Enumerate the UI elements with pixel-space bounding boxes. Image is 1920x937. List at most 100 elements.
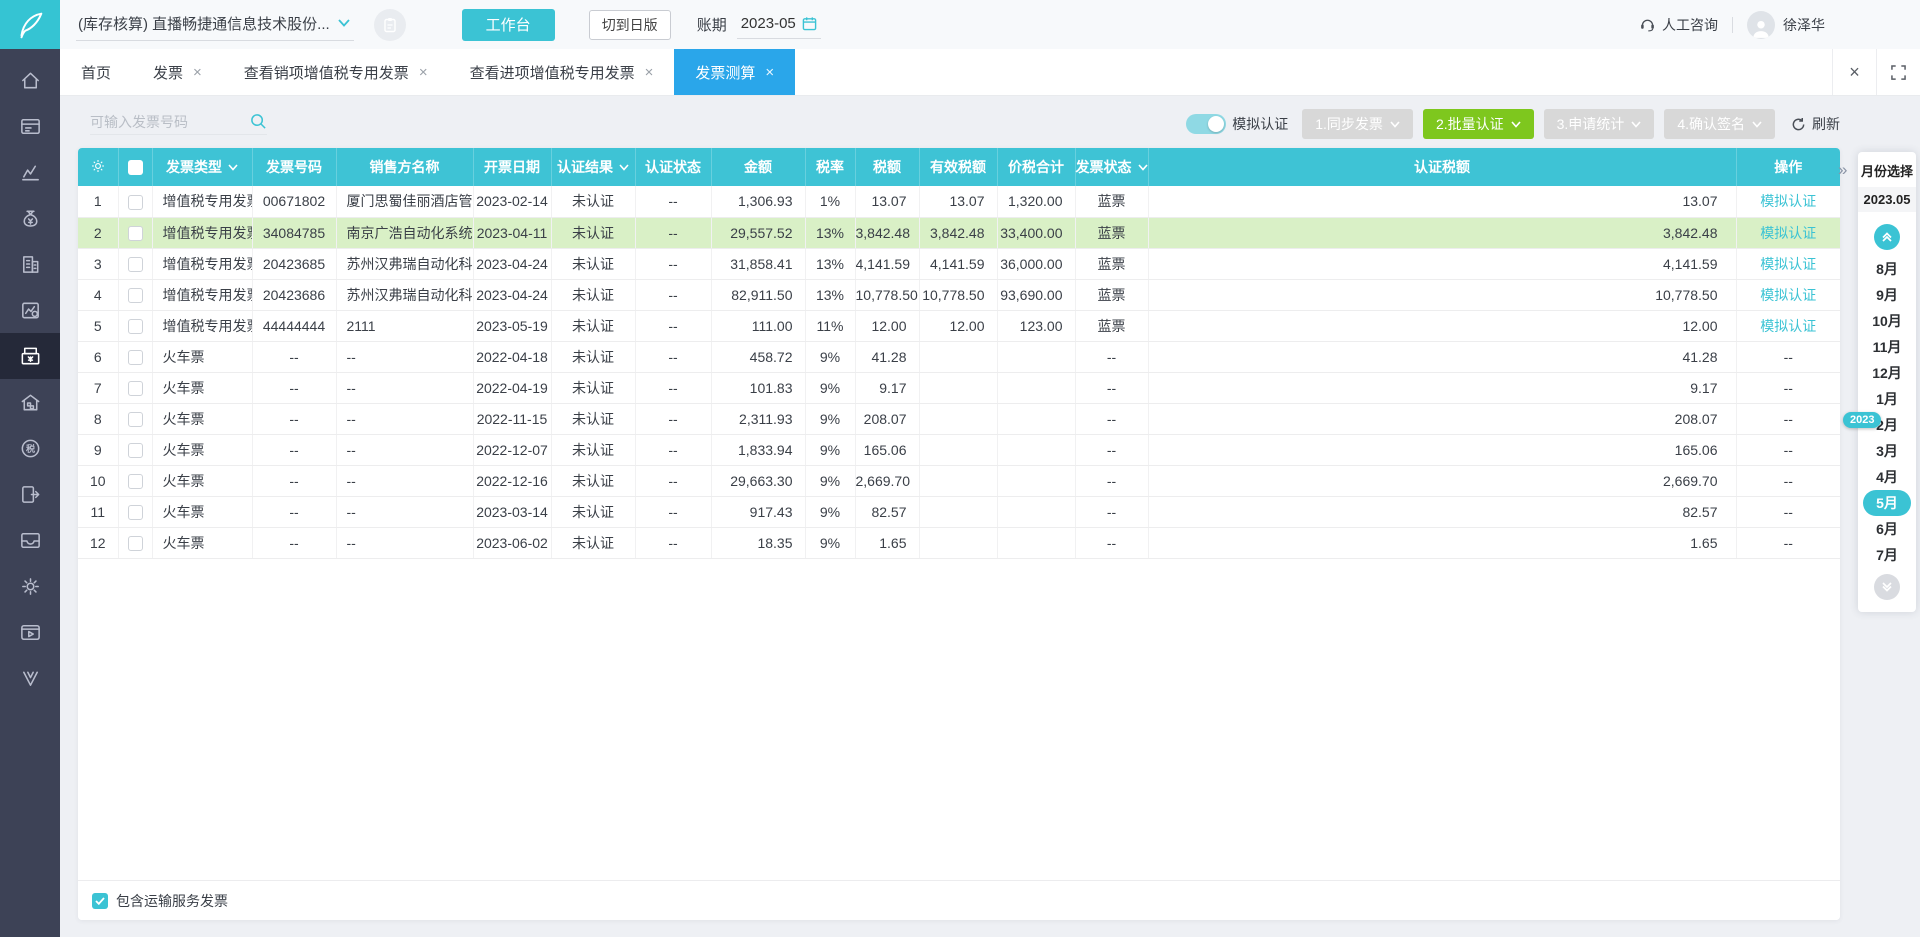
support-link[interactable]: 人工咨询	[1639, 15, 1718, 35]
table-row[interactable]: 2 增值税专用发票34084785南京广浩自动化系统有限责...2023-04-1…	[78, 217, 1840, 249]
scroll-months-down-button[interactable]	[1874, 574, 1900, 600]
sidebar-item-inventory[interactable]	[0, 379, 60, 425]
row-checkbox[interactable]	[127, 442, 143, 458]
brand-logo[interactable]	[0, 0, 60, 49]
tab-close-icon[interactable]: ×	[418, 63, 428, 81]
cell-status: --	[635, 279, 712, 311]
column-header-result[interactable]: 认证结果	[551, 148, 636, 186]
switch-version-button[interactable]: 切到日版	[588, 9, 671, 40]
step-button-1[interactable]: 1.同步发票	[1302, 109, 1413, 139]
fullscreen-button[interactable]	[1876, 49, 1920, 95]
cell-date: 2023-02-14	[473, 186, 552, 218]
step-button-2[interactable]: 2.批量认证	[1422, 109, 1534, 139]
include-transport-checkbox[interactable]	[92, 892, 108, 909]
sidebar-item-voucher[interactable]	[0, 103, 60, 149]
row-checkbox[interactable]	[127, 256, 143, 272]
sort-caret-icon[interactable]	[1137, 163, 1148, 171]
row-checkbox[interactable]	[127, 473, 143, 489]
table-row[interactable]: 12 火车票 -- -- 2023-06-02 未认证 -- 18.35 9% 1.65 -- 1.6…	[78, 527, 1840, 559]
simulate-certify-link[interactable]: 模拟认证	[1760, 286, 1817, 303]
cell-seller: --	[336, 496, 474, 528]
table-row[interactable]: 7 火车票 -- -- 2022-04-19 未认证 -- 101.83 9% 9.17 -- 9.1…	[78, 372, 1840, 404]
month-item[interactable]: 3月	[1876, 443, 1898, 459]
sidebar-item-funds[interactable]	[0, 195, 60, 241]
sidebar-item-brand-v[interactable]	[0, 655, 60, 701]
scroll-months-up-button[interactable]	[1874, 224, 1900, 250]
month-item[interactable]: 6月	[1876, 521, 1898, 537]
month-item[interactable]: 1月	[1876, 391, 1898, 407]
month-item[interactable]: 5月	[1863, 490, 1911, 516]
simulate-certify-link[interactable]: 模拟认证	[1760, 317, 1817, 334]
row-checkbox[interactable]	[127, 318, 143, 334]
select-all-checkbox[interactable]	[118, 148, 153, 186]
table-row[interactable]: 8 火车票 -- -- 2022-11-15 未认证 -- 2,311.93 9% 208.07-…	[78, 403, 1840, 435]
tab-1[interactable]: 发票 ×	[132, 49, 223, 95]
column-header-type[interactable]: 发票类型	[152, 148, 253, 186]
table-row[interactable]: 9 火车票 -- -- 2022-12-07 未认证 -- 1,833.94 9% 165.06-…	[78, 434, 1840, 466]
company-selector[interactable]: (库存核算) 直播畅捷通信息技术股份...	[76, 9, 354, 41]
username[interactable]: 徐泽华	[1783, 16, 1825, 33]
refresh-button[interactable]: 刷新	[1791, 114, 1840, 134]
row-checkbox[interactable]	[127, 287, 143, 303]
close-all-tabs-button[interactable]: ×	[1832, 49, 1876, 95]
row-checkbox[interactable]	[127, 535, 143, 551]
sidebar-item-tax[interactable]: 税	[0, 425, 60, 471]
sidebar-item-chart[interactable]	[0, 149, 60, 195]
sort-caret-icon[interactable]	[619, 163, 629, 171]
sidebar-item-archive[interactable]	[0, 517, 60, 563]
avatar[interactable]	[1747, 10, 1775, 39]
row-checkbox[interactable]	[127, 225, 143, 241]
row-checkbox[interactable]	[127, 504, 143, 520]
month-item[interactable]: 10月	[1872, 313, 1902, 329]
simulate-certify-link[interactable]: 模拟认证	[1760, 193, 1817, 210]
table-row[interactable]: 5 增值税专用发票 44444444 2111 2023-05-19 未认证 -- 111.0…	[78, 310, 1840, 342]
table-row[interactable]: 11 火车票 -- -- 2023-03-14 未认证 -- 917.43 9% 82.57 -- 8…	[78, 496, 1840, 528]
sidebar-item-video[interactable]	[0, 609, 60, 655]
period-value[interactable]: 2023-05	[736, 11, 821, 39]
tab-0[interactable]: 首页	[60, 49, 132, 95]
table-row[interactable]: 4 增值税专用发票20423686苏州汉弗瑞自动化科技有限...2023-04-2…	[78, 279, 1840, 311]
table-row[interactable]: 10 火车票 -- -- 2022-12-16 未认证 -- 29,663.30 9% 2,669…	[78, 465, 1840, 497]
month-item[interactable]: 8月	[1876, 261, 1898, 277]
step-button-3[interactable]: 3.申请统计	[1543, 109, 1655, 139]
sidebar-item-statement[interactable]	[0, 287, 60, 333]
step-button-4[interactable]: 4.确认签名	[1664, 109, 1775, 139]
month-item[interactable]: 2月	[1876, 417, 1898, 433]
sidebar-item-home[interactable]	[0, 57, 60, 103]
tab-close-icon[interactable]: ×	[193, 63, 202, 81]
tab-2[interactable]: 查看销项增值税专用发票 ×	[223, 49, 449, 95]
tab-4[interactable]: 发票测算 ×	[674, 49, 796, 95]
column-header-inv_status[interactable]: 发票状态	[1075, 148, 1149, 186]
sidebar-item-invoice[interactable]	[0, 333, 60, 379]
simulate-certify-link[interactable]: 模拟认证	[1760, 224, 1817, 241]
table-row[interactable]: 6 火车票 -- -- 2022-04-18 未认证 -- 458.72 9% 41.28 -- 41…	[78, 341, 1840, 373]
collapse-panel-icon[interactable]: »	[1838, 160, 1848, 179]
month-item[interactable]: 7月	[1876, 547, 1898, 563]
simulate-certify-link[interactable]: 模拟认证	[1760, 255, 1817, 272]
select-all-checkbox-box[interactable]	[127, 160, 143, 176]
table-row[interactable]: 1 增值税专用发票00671802厦门思蜀佳丽酒店管理有限...2023-02-1…	[78, 186, 1840, 218]
search-icon[interactable]	[250, 113, 267, 130]
current-period[interactable]: 2023.05	[1858, 187, 1916, 212]
row-checkbox[interactable]	[127, 380, 143, 396]
simulate-certify-toggle[interactable]	[1186, 114, 1227, 134]
invoice-search-input[interactable]	[90, 113, 240, 130]
memo-icon[interactable]	[373, 8, 406, 41]
month-item[interactable]: 11月	[1872, 339, 1902, 355]
month-item[interactable]: 9月	[1876, 287, 1898, 303]
sidebar-item-transfer[interactable]	[0, 471, 60, 517]
month-item[interactable]: 12月	[1872, 365, 1902, 381]
tab-3[interactable]: 查看进项增值税专用发票 ×	[449, 49, 675, 95]
sidebar-item-settings[interactable]	[0, 563, 60, 609]
row-checkbox[interactable]	[127, 349, 143, 365]
table-row[interactable]: 3 增值税专用发票20423685苏州汉弗瑞自动化科技有限...2023-04-2…	[78, 248, 1840, 280]
row-checkbox[interactable]	[127, 411, 143, 427]
tab-close-icon[interactable]: ×	[765, 63, 775, 81]
workbench-button[interactable]: 工作台	[461, 8, 555, 41]
sort-caret-icon[interactable]	[228, 163, 238, 171]
sidebar-item-assets[interactable]	[0, 241, 60, 287]
column-settings[interactable]	[78, 148, 119, 186]
tab-close-icon[interactable]: ×	[644, 63, 654, 81]
month-item[interactable]: 4月	[1876, 469, 1898, 485]
row-checkbox[interactable]	[127, 194, 143, 210]
